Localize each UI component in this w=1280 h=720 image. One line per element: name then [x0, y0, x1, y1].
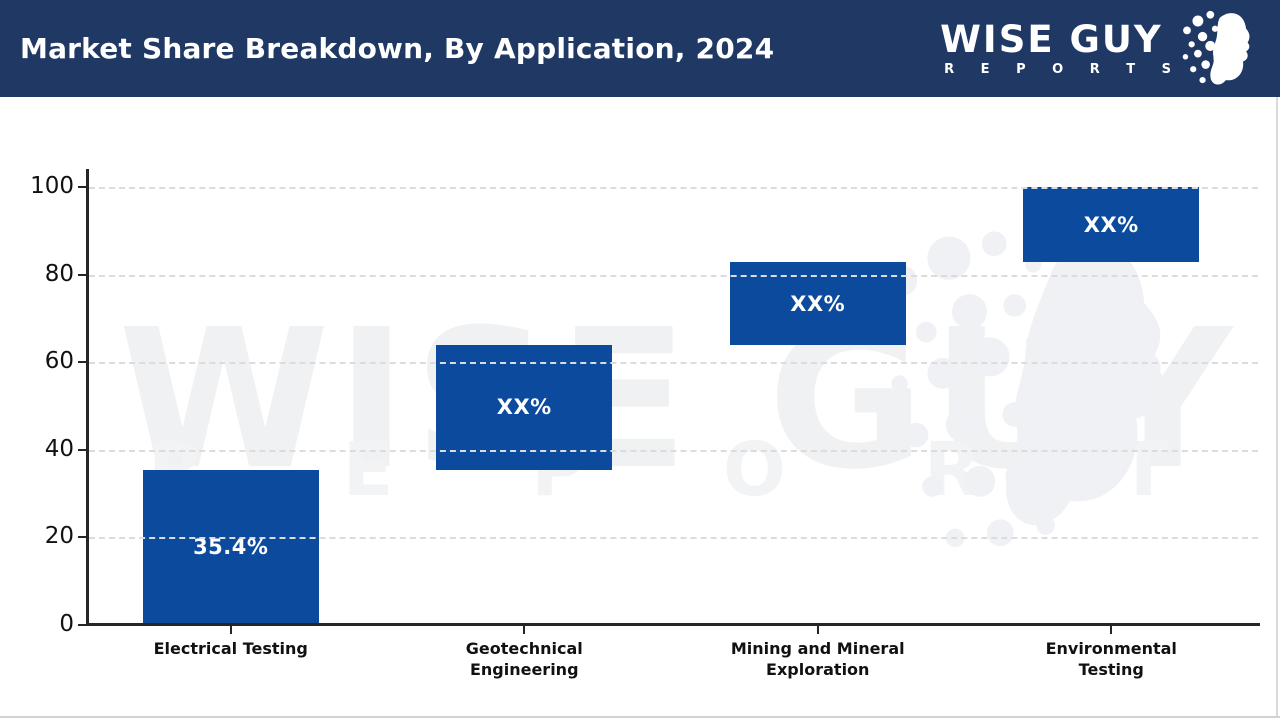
header-bar: Market Share Breakdown, By Application, …	[0, 0, 1280, 97]
logo-text: WISE GUY R E P O R T S	[940, 21, 1182, 77]
gridline-20	[89, 537, 1258, 540]
x-tick-mark-2	[816, 626, 819, 634]
page-title: Market Share Breakdown, By Application, …	[20, 32, 775, 65]
y-tick-mark-40	[78, 448, 87, 451]
y-tick-mark-80	[78, 273, 87, 276]
y-tick-label-80: 80	[44, 260, 74, 287]
x-axis-category-label: Mining and Mineral Exploration	[730, 639, 905, 679]
bar-value-label: XX%	[1083, 212, 1139, 237]
bar-electrical-testing: 35.4%	[142, 469, 319, 625]
y-tick-mark-100	[78, 186, 87, 188]
logo-wordmark: WISE GUY	[940, 17, 1163, 61]
x-axis-category-label: Geotechnical Engineering	[465, 639, 583, 679]
y-tick-label-20: 20	[44, 523, 74, 550]
bar-value-label: 35.4%	[193, 535, 269, 560]
y-axis-spine	[86, 169, 89, 626]
y-tick-mark-60	[78, 361, 87, 364]
watermark-face-icon	[886, 231, 1161, 548]
logo-subtitle: R E P O R T S	[944, 61, 1182, 77]
x-tick-mark-3	[1110, 626, 1113, 634]
x-axis-category-label: Environmental Testing	[1045, 639, 1177, 679]
x-axis-category-label: Electrical Testing	[153, 639, 308, 658]
y-tick-label-40: 40	[44, 435, 74, 462]
y-tick-label-0: 0	[59, 611, 74, 637]
y-tick-mark-20	[78, 536, 87, 539]
wise-guy-logo: WISE GUY R E P O R T S	[940, 7, 1254, 91]
page-bottom-border	[0, 716, 1280, 718]
y-tick-label-100: 100	[30, 173, 74, 199]
x-tick-mark-1	[523, 626, 526, 634]
bar-geotechnical-engineering: XX%	[436, 344, 613, 470]
logo-face-icon	[1182, 10, 1250, 85]
gridline-80	[89, 274, 1258, 277]
x-tick-mark-0	[229, 626, 232, 634]
bar-value-label: XX%	[790, 291, 846, 316]
x-axis-spine	[86, 623, 1260, 626]
gridline-60	[89, 362, 1258, 365]
gridline-40	[89, 449, 1258, 452]
page-right-border	[1276, 97, 1278, 717]
bar-value-label: XX%	[496, 395, 552, 420]
gridline-100	[89, 187, 1258, 189]
y-tick-label-60: 60	[44, 348, 74, 375]
market-share-chart: WISE GUY R E P O R T S 02040608010035.4%…	[0, 97, 1280, 716]
y-tick-mark-0	[78, 624, 87, 626]
bar-environmental-testing: XX%	[1023, 187, 1200, 263]
